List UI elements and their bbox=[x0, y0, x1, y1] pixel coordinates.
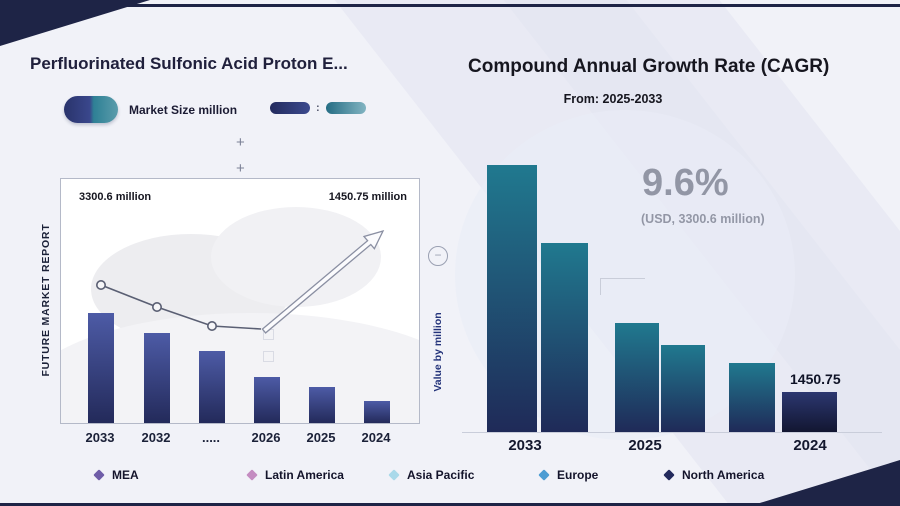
diamond-icon bbox=[93, 469, 105, 481]
market-bar bbox=[88, 313, 114, 423]
market-bars bbox=[61, 179, 419, 423]
plus-icon: + bbox=[236, 134, 245, 151]
scale-pills-icon: : bbox=[270, 102, 366, 114]
legend-item: MEA bbox=[93, 468, 139, 482]
legend-item: Europe bbox=[538, 468, 599, 482]
report-title: Perfluorinated Sulfonic Acid Proton E... bbox=[30, 54, 348, 73]
value-callout: 1450.75 bbox=[790, 371, 841, 387]
region-legend: MEA Latin America Asia Pacific Europe North … bbox=[0, 464, 900, 494]
diamond-icon bbox=[663, 469, 675, 481]
corner-accent-top-left bbox=[0, 0, 150, 46]
cagr-bar bbox=[541, 243, 588, 432]
market-size-chart: 3300.6 million 1450.75 million 2033 2032.… bbox=[60, 178, 420, 450]
diamond-icon bbox=[538, 469, 550, 481]
market-x-tick: 2026 bbox=[251, 430, 281, 445]
market-size-pill-icon bbox=[64, 96, 118, 123]
cagr-bar bbox=[615, 323, 659, 432]
colon-separator: : bbox=[316, 102, 320, 114]
cagr-x-tick: 2033 bbox=[508, 437, 542, 454]
cagr-title: Compound Annual Growth Rate (CAGR) bbox=[468, 56, 830, 77]
market-x-tick: 2024 bbox=[361, 430, 391, 445]
cagr-bar bbox=[661, 345, 705, 432]
market-bar bbox=[144, 333, 170, 423]
end-value-label: 1450.75 million bbox=[328, 191, 407, 203]
right-chart-y-axis-label: Value by million bbox=[432, 312, 444, 392]
cagr-x-tick: 2024 bbox=[793, 437, 827, 454]
legend-label: MEA bbox=[112, 468, 139, 482]
x-axis-line bbox=[462, 432, 882, 433]
cagr-chart: 2033 2025 2024 1450.75 bbox=[450, 0, 900, 506]
cagr-bar bbox=[487, 165, 537, 432]
diamond-icon bbox=[388, 469, 400, 481]
market-x-tick: 2025 bbox=[306, 430, 336, 445]
navy-pill-icon bbox=[270, 102, 310, 114]
diamond-icon bbox=[246, 469, 258, 481]
step-decoration bbox=[600, 278, 645, 295]
cagr-subtitle: From: 2025-2033 bbox=[563, 92, 663, 106]
market-x-tick: 2033 bbox=[85, 430, 115, 445]
square-decoration bbox=[263, 351, 274, 362]
legend-label: Europe bbox=[557, 468, 599, 482]
cagr-x-tick: 2025 bbox=[628, 437, 662, 454]
trend-line-arrow-overlay bbox=[95, 229, 385, 334]
cagr-bar bbox=[729, 363, 775, 432]
legend-item: Asia Pacific bbox=[388, 468, 475, 482]
legend-label: Asia Pacific bbox=[407, 468, 475, 482]
legend-item: North America bbox=[663, 468, 765, 482]
top-edge-accent bbox=[0, 4, 900, 7]
legend-item: Latin America bbox=[246, 468, 344, 482]
minus-circle-icon: − bbox=[428, 246, 448, 266]
market-size-legend-label: Market Size million bbox=[129, 103, 238, 117]
start-value-label: 3300.6 million bbox=[79, 191, 152, 203]
market-bar bbox=[199, 351, 225, 423]
market-bar bbox=[309, 387, 335, 423]
market-x-tick: ..... bbox=[201, 430, 221, 445]
market-bar bbox=[254, 377, 280, 423]
teal-pill-icon bbox=[325, 102, 366, 114]
market-bar bbox=[364, 401, 390, 423]
cloud-decoration bbox=[61, 313, 419, 423]
market-size-plot-area: 3300.6 million 1450.75 million bbox=[60, 178, 420, 424]
legend-label: North America bbox=[682, 468, 765, 482]
market-x-tick: 2032 bbox=[141, 430, 171, 445]
bottom-edge-accent bbox=[0, 503, 900, 506]
cagr-bar bbox=[782, 392, 837, 432]
left-chart-y-axis-label: FUTURE MARKET REPORT bbox=[40, 223, 52, 377]
plus-icon: + bbox=[236, 160, 245, 177]
legend-label: Latin America bbox=[265, 468, 344, 482]
